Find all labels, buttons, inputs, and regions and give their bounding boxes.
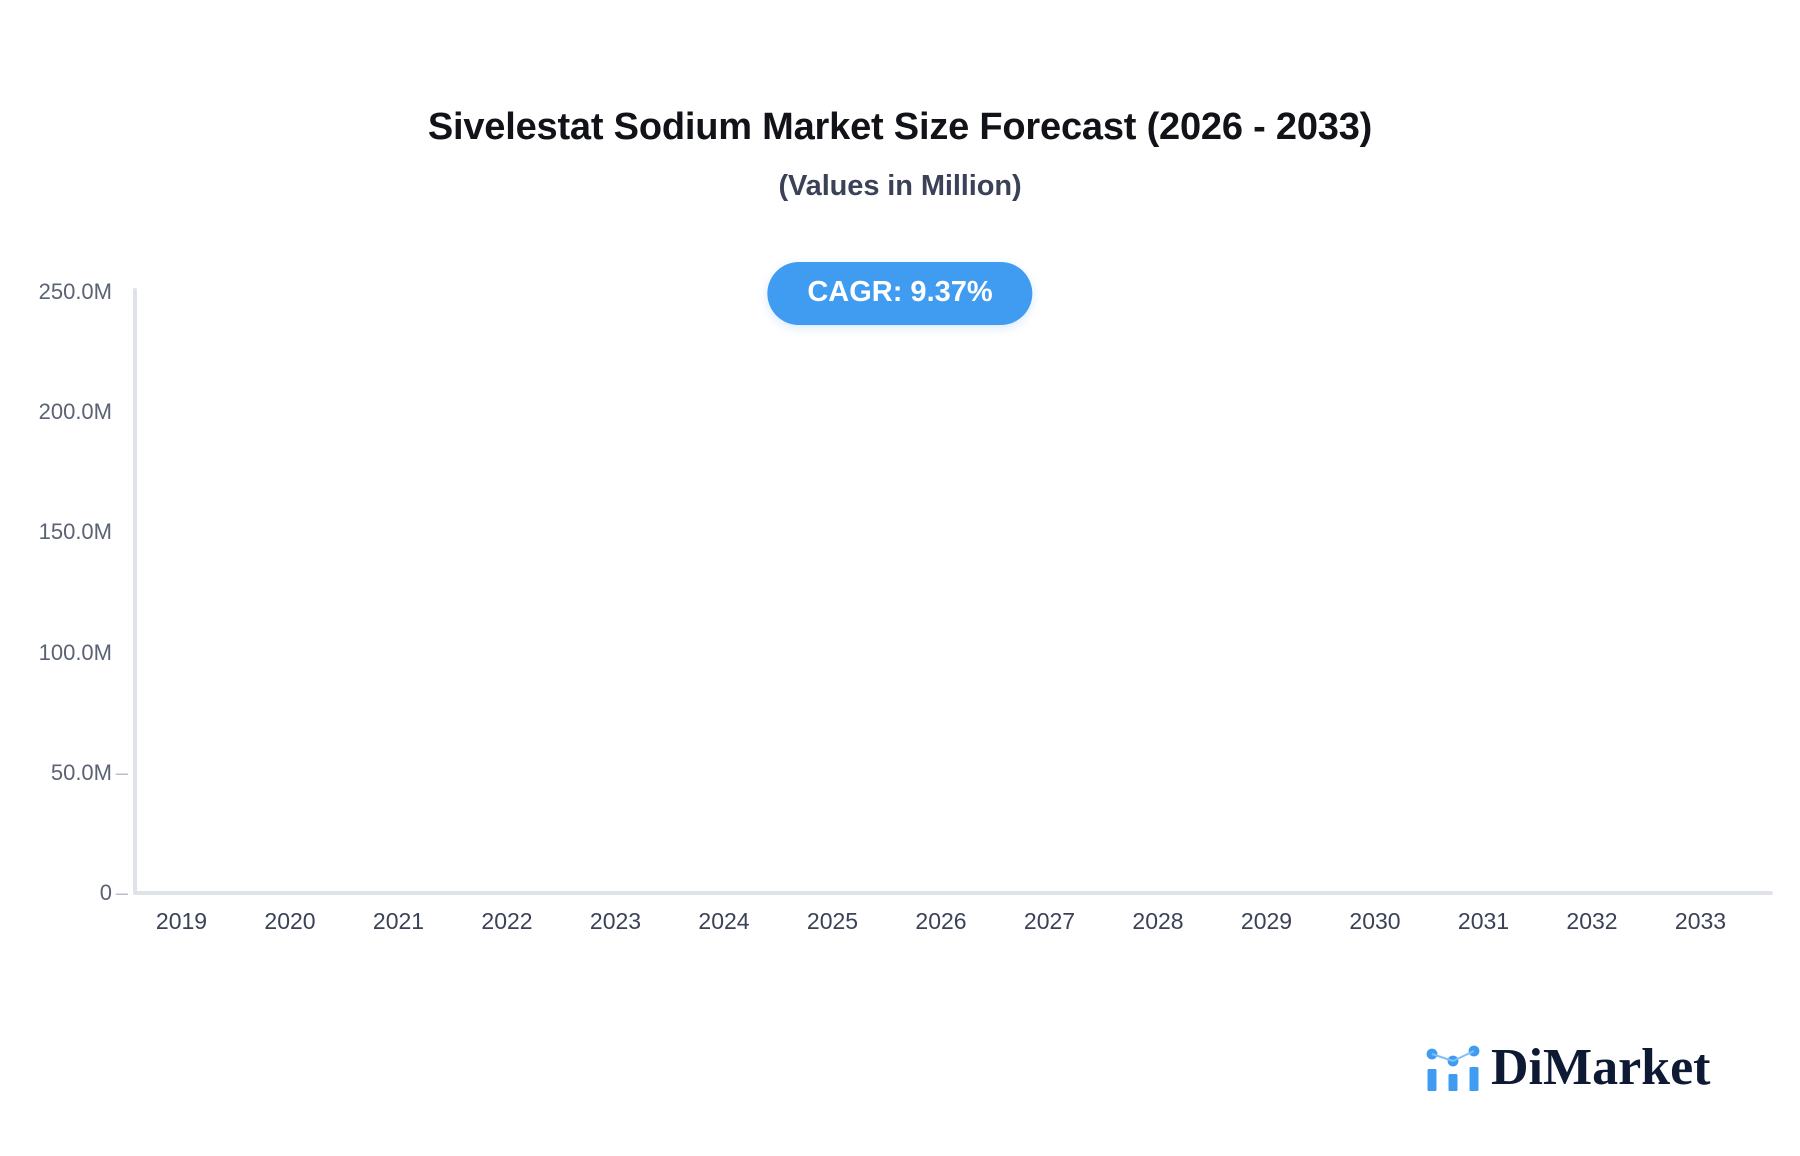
x-axis-tick-label: 2032 (1566, 908, 1618, 934)
x-axis-tick-label: 2033 (1674, 908, 1727, 934)
x-axis-tick-label: 2022 (481, 908, 533, 934)
logo-wordmark: DiMarket (1491, 1039, 1711, 1096)
x-axis-tick-label: 2019 (155, 908, 208, 934)
bar-chart-logo-icon (1426, 1045, 1480, 1091)
x-axis-line (133, 891, 1773, 895)
x-axis-tick-label: 2031 (1457, 908, 1510, 934)
chart-subtitle: (Values in Million) (778, 169, 1022, 202)
y-axis-tick-label: 150.0M (38, 519, 112, 545)
x-axis-tick-label: 2025 (806, 908, 859, 934)
chart-title: Sivelestat Sodium Market Size Forecast (… (427, 106, 1373, 148)
x-axis-tick-label: 2029 (1240, 908, 1293, 934)
x-axis-tick-label: 2024 (698, 908, 750, 934)
dimarket-logo: DiMarket (1425, 1042, 1710, 1094)
x-axis-tick-label: 2020 (264, 908, 316, 934)
x-axis-tick-label: 2026 (915, 908, 967, 934)
x-axis-tick-label: 2021 (372, 908, 425, 934)
title-block: Sivelestat Sodium Market Size Forecast (… (0, 106, 1800, 203)
y-axis-tick-label: 0 – (99, 880, 128, 905)
y-axis-tick-label: 50.0M – (50, 759, 128, 785)
x-axis-tick-label: 2023 (589, 908, 642, 934)
x-axis-tick-label: 2027 (1023, 908, 1076, 934)
y-axis-line (133, 288, 137, 895)
y-axis-tick-label: 100.0M (38, 639, 112, 665)
x-axis-tick-label: 2030 (1349, 908, 1401, 934)
cagr-badge: CAGR: 9.37% (767, 262, 1033, 325)
x-axis-tick-label: 2028 (1132, 908, 1184, 934)
y-axis-tick-label: 200.0M (38, 399, 112, 425)
y-axis-tick-label: 250.0M (38, 279, 112, 304)
